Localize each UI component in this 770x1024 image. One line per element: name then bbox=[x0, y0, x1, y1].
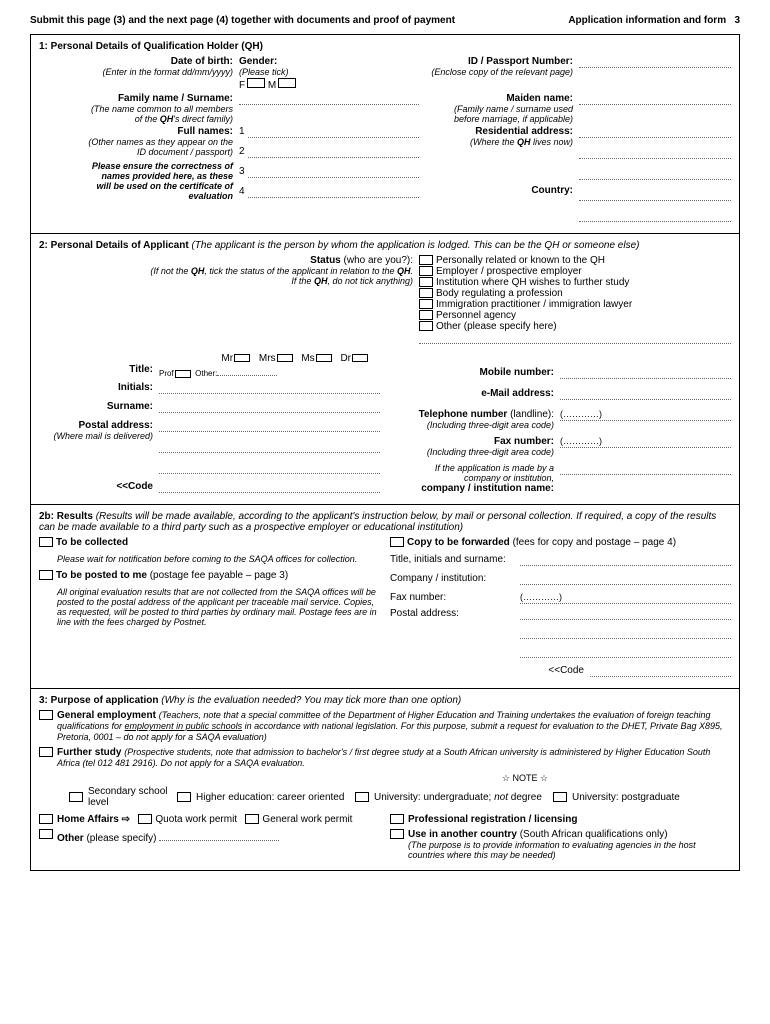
status-other-input[interactable] bbox=[419, 332, 731, 344]
status-opt6-checkbox[interactable] bbox=[419, 310, 433, 320]
title-dr-checkbox[interactable] bbox=[352, 354, 368, 362]
title-mr-checkbox[interactable] bbox=[234, 354, 250, 362]
maiden-label: Maiden name: bbox=[419, 93, 573, 104]
fullname-3-input[interactable] bbox=[248, 166, 419, 178]
fwd-company-input[interactable] bbox=[520, 573, 731, 585]
country-input[interactable] bbox=[579, 210, 731, 222]
status-opt4-checkbox[interactable] bbox=[419, 288, 433, 298]
higher-ed-checkbox[interactable] bbox=[177, 792, 191, 802]
surname-input[interactable] bbox=[239, 93, 419, 105]
section-2b: 2b: Results (Results will be made availa… bbox=[31, 505, 739, 689]
postal-input-3[interactable] bbox=[159, 462, 380, 474]
dob-hint: (Enter in the format dd/mm/yyyy) bbox=[39, 67, 233, 77]
mobile-input[interactable] bbox=[560, 367, 731, 379]
residential-input-3[interactable] bbox=[579, 168, 731, 180]
gender-m-checkbox[interactable] bbox=[278, 78, 296, 88]
form-container: 1: Personal Details of Qualification Hol… bbox=[30, 34, 740, 871]
applicant-surname-input[interactable] bbox=[159, 401, 380, 413]
id-label: ID / Passport Number: bbox=[419, 56, 573, 67]
status-opt3-checkbox[interactable] bbox=[419, 277, 433, 287]
copy-fwd-checkbox[interactable] bbox=[390, 537, 404, 547]
fullname-2-input[interactable] bbox=[248, 146, 419, 158]
prof-reg-checkbox[interactable] bbox=[390, 814, 404, 824]
fullname-4-input[interactable] bbox=[248, 186, 419, 198]
dob-label: Date of birth: bbox=[39, 56, 233, 67]
section-2b-title: 2b: Results (Results will be made availa… bbox=[39, 511, 731, 533]
gender-f-checkbox[interactable] bbox=[247, 78, 265, 88]
postal-code-input[interactable] bbox=[159, 481, 380, 493]
status-opt1-checkbox[interactable] bbox=[419, 255, 433, 265]
header-title: Application information and form 3 bbox=[568, 15, 740, 26]
postgrad-checkbox[interactable] bbox=[553, 792, 567, 802]
further-study-checkbox[interactable] bbox=[39, 747, 53, 757]
general-permit-checkbox[interactable] bbox=[245, 814, 259, 824]
id-hint: (Enclose copy of the relevant page) bbox=[419, 67, 573, 77]
email-input[interactable] bbox=[560, 388, 731, 400]
quota-checkbox[interactable] bbox=[138, 814, 152, 824]
id-input[interactable] bbox=[579, 56, 731, 68]
company-input[interactable] bbox=[560, 463, 731, 475]
residential-input-4[interactable] bbox=[579, 189, 731, 201]
title-mrs-checkbox[interactable] bbox=[277, 354, 293, 362]
postal-input-1[interactable] bbox=[159, 420, 380, 432]
fwd-fax-input[interactable]: (…………) bbox=[520, 592, 731, 604]
page-header: Submit this page (3) and the next page (… bbox=[30, 15, 740, 26]
status-opt7-checkbox[interactable] bbox=[419, 321, 433, 331]
postal-input-2[interactable] bbox=[159, 441, 380, 453]
fwd-postal-1[interactable] bbox=[520, 608, 731, 620]
general-employment-checkbox[interactable] bbox=[39, 710, 53, 720]
fwd-postal-2[interactable] bbox=[520, 627, 731, 639]
section-3-title: 3: Purpose of application (Why is the ev… bbox=[39, 695, 731, 706]
other-purpose-input[interactable] bbox=[159, 829, 279, 841]
section-1: 1: Personal Details of Qualification Hol… bbox=[31, 35, 739, 234]
home-affairs-checkbox[interactable] bbox=[39, 814, 53, 824]
collected-checkbox[interactable] bbox=[39, 537, 53, 547]
status-opt2-checkbox[interactable] bbox=[419, 266, 433, 276]
title-prof-checkbox[interactable] bbox=[175, 370, 191, 378]
section-2-title: 2: Personal Details of Applicant (The ap… bbox=[39, 240, 731, 251]
posted-checkbox[interactable] bbox=[39, 570, 53, 580]
use-another-checkbox[interactable] bbox=[390, 829, 404, 839]
gender-label: Gender: bbox=[239, 56, 277, 67]
status-opt5-checkbox[interactable] bbox=[419, 299, 433, 309]
fullname-1-input[interactable] bbox=[248, 126, 419, 138]
section-3: 3: Purpose of application (Why is the ev… bbox=[31, 689, 739, 870]
undergrad-checkbox[interactable] bbox=[355, 792, 369, 802]
residential-input-2[interactable] bbox=[579, 147, 731, 159]
residential-input-1[interactable] bbox=[579, 126, 731, 138]
section-1-title: 1: Personal Details of Qualification Hol… bbox=[39, 41, 731, 52]
section-2: 2: Personal Details of Applicant (The ap… bbox=[31, 234, 739, 505]
submit-instruction: Submit this page (3) and the next page (… bbox=[30, 15, 455, 26]
fullnames-label: Full names: bbox=[39, 126, 233, 137]
fwd-postal-3[interactable] bbox=[520, 646, 731, 658]
other-purpose-checkbox[interactable] bbox=[39, 829, 53, 839]
tel-input[interactable]: (…………) bbox=[560, 409, 731, 421]
surname-label: Family name / Surname: bbox=[39, 93, 233, 104]
title-ms-checkbox[interactable] bbox=[316, 354, 332, 362]
residential-label: Residential address: bbox=[419, 126, 573, 137]
title-other-input[interactable] bbox=[217, 364, 277, 376]
maiden-input[interactable] bbox=[579, 93, 731, 105]
fwd-code-input[interactable] bbox=[590, 665, 731, 677]
gender-hint: (Please tick) bbox=[239, 67, 289, 77]
fwd-title-input[interactable] bbox=[520, 554, 731, 566]
secondary-checkbox[interactable] bbox=[69, 792, 83, 802]
fax-input[interactable]: (…………) bbox=[560, 436, 731, 448]
country-label: Country: bbox=[419, 185, 573, 196]
initials-input[interactable] bbox=[159, 382, 380, 394]
note-label: ☆ NOTE ☆ bbox=[319, 773, 731, 784]
